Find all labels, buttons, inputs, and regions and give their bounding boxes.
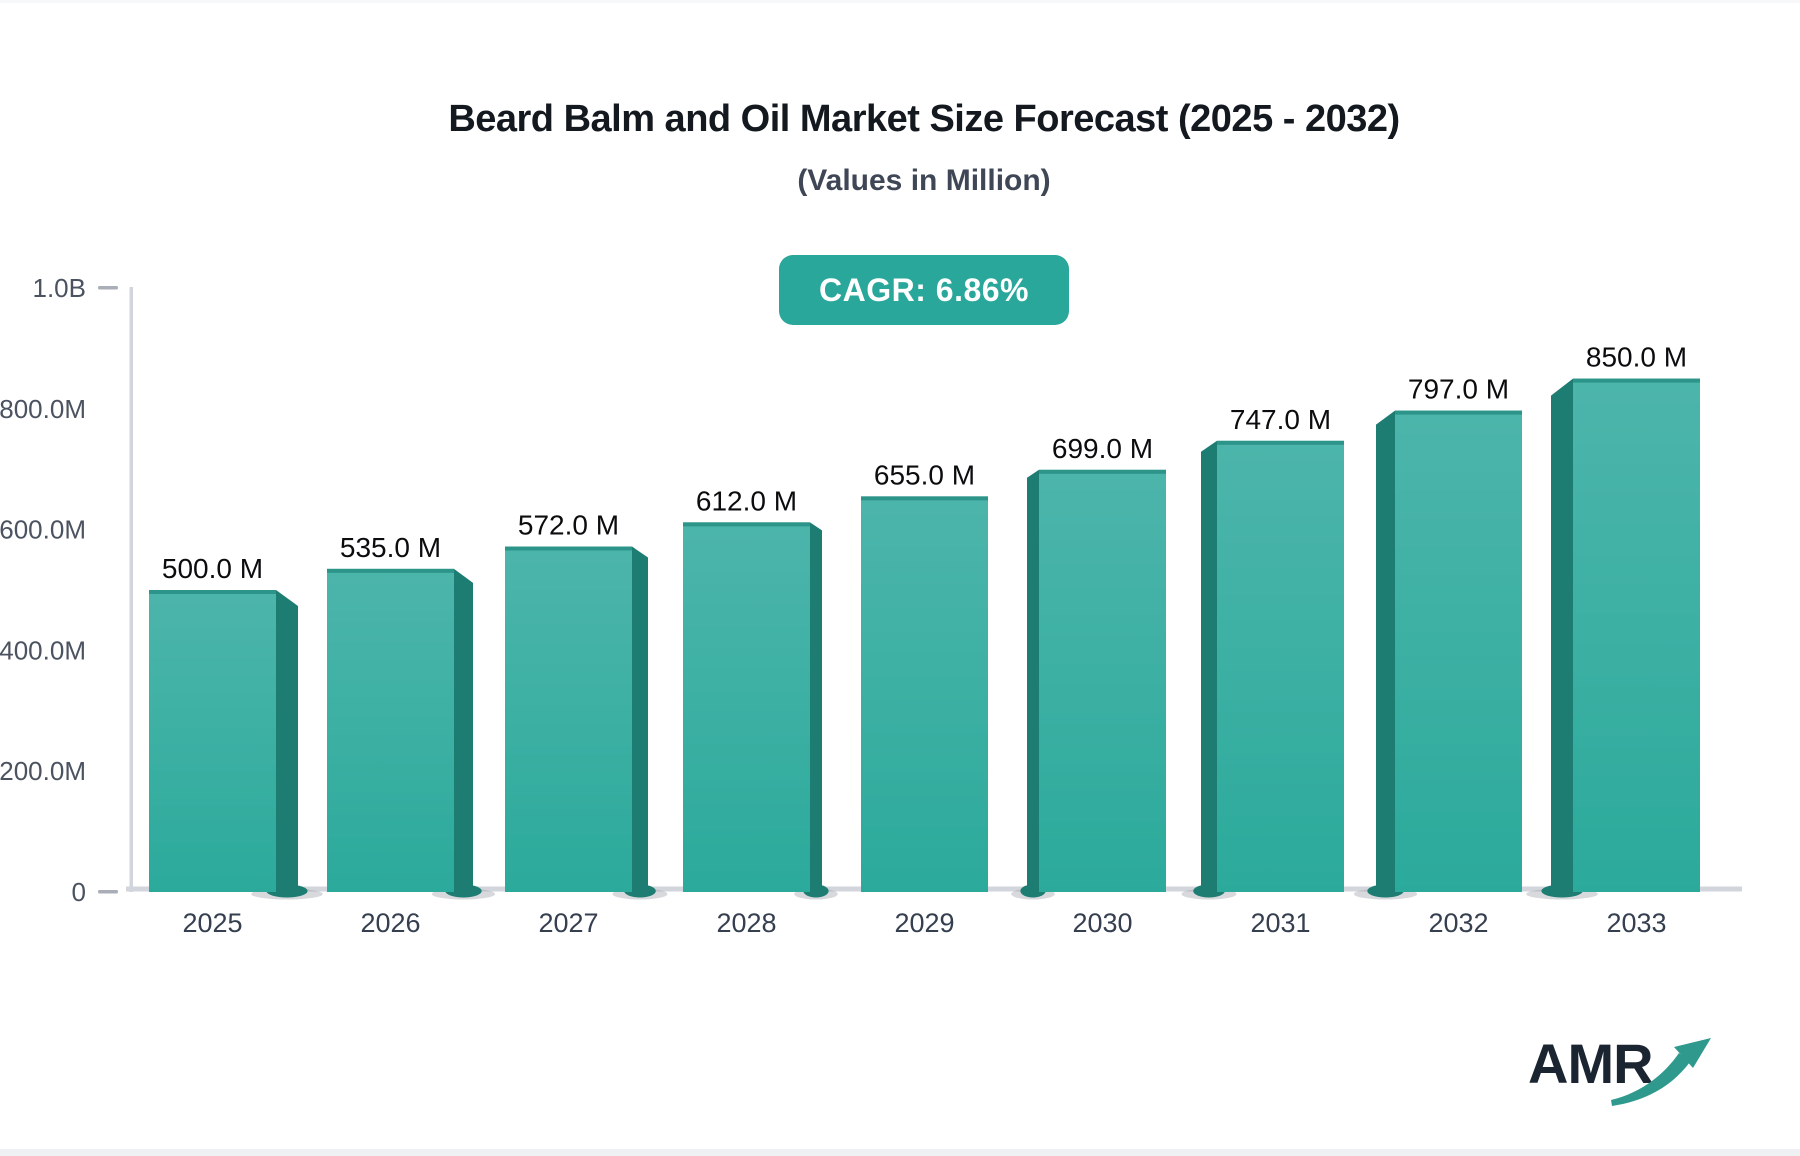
bar-top-edge bbox=[505, 546, 632, 551]
bar-side-face bbox=[1201, 440, 1217, 892]
bar-value-label: 612.0 M bbox=[696, 485, 797, 516]
bar-value-label: 797.0 M bbox=[1408, 374, 1509, 405]
x-tick-label: 2025 bbox=[182, 908, 242, 938]
bar-group: 500.0 M 2025 bbox=[149, 553, 323, 938]
amr-logo: AMR bbox=[1528, 1034, 1728, 1124]
bar-value-label: 500.0 M bbox=[162, 553, 263, 584]
bar-side-face bbox=[1027, 469, 1039, 892]
bar-top-edge bbox=[1573, 378, 1700, 383]
bar-value-label: 535.0 M bbox=[340, 532, 441, 563]
bar-face bbox=[683, 522, 810, 892]
bar-side-face bbox=[276, 590, 298, 892]
y-axis-line bbox=[129, 287, 133, 892]
y-tick-dash bbox=[98, 286, 118, 290]
y-tick-label: 200.0M bbox=[0, 756, 86, 786]
x-tick-label: 2032 bbox=[1428, 908, 1488, 938]
x-tick-label: 2033 bbox=[1606, 908, 1666, 938]
bar-group: 572.0 M 2027 bbox=[505, 510, 668, 938]
bar-group: 655.0 M 2029 bbox=[861, 459, 988, 938]
bar-top-edge bbox=[327, 568, 454, 573]
bar-face bbox=[1573, 378, 1700, 893]
bar-group: 699.0 M 2030 bbox=[1011, 433, 1166, 938]
bar-face bbox=[861, 496, 988, 892]
y-tick-dash bbox=[98, 890, 118, 894]
bar-top-edge bbox=[1395, 410, 1522, 415]
top-edge-strip bbox=[0, 0, 1800, 3]
x-tick-label: 2027 bbox=[538, 908, 598, 938]
chart-subtitle: (Values in Million) bbox=[797, 164, 1051, 197]
bar-face bbox=[1039, 469, 1166, 892]
bar-group: 797.0 M 2032 bbox=[1353, 374, 1522, 938]
y-tick-label: 0 bbox=[72, 877, 86, 907]
y-tick-label: 800.0M bbox=[0, 394, 86, 424]
cagr-badge: CAGR: 6.86% bbox=[779, 255, 1069, 325]
bar-top-edge bbox=[861, 496, 988, 501]
bar-side-face bbox=[1376, 410, 1395, 892]
x-tick-label: 2028 bbox=[716, 908, 776, 938]
x-tick-label: 2030 bbox=[1072, 908, 1132, 938]
chart-title: Beard Balm and Oil Market Size Forecast … bbox=[448, 98, 1400, 140]
x-tick-label: 2029 bbox=[894, 908, 954, 938]
cagr-badge-row: CAGR: 6.86% bbox=[48, 255, 1800, 325]
bar-side-face bbox=[454, 568, 473, 892]
logo-arrow-head bbox=[1674, 1038, 1711, 1068]
bar-face bbox=[149, 590, 276, 892]
bar-value-label: 572.0 M bbox=[518, 510, 619, 541]
bar-side-face bbox=[810, 522, 822, 892]
x-tick-label: 2026 bbox=[360, 908, 420, 938]
y-tick-label: 400.0M bbox=[0, 635, 86, 665]
bar-value-label: 655.0 M bbox=[874, 459, 975, 490]
bar-face bbox=[505, 546, 632, 892]
bar-group: 535.0 M 2026 bbox=[327, 532, 496, 938]
bar-top-edge bbox=[1039, 469, 1166, 474]
x-tick-label: 2031 bbox=[1250, 908, 1310, 938]
bar-group: 747.0 M 2031 bbox=[1181, 404, 1344, 938]
bar-value-label: 699.0 M bbox=[1052, 433, 1153, 464]
bar-top-edge bbox=[149, 590, 276, 594]
y-tick-label: 600.0M bbox=[0, 515, 86, 545]
bar-group: 612.0 M 2028 bbox=[683, 485, 838, 938]
bar-side-face bbox=[632, 546, 648, 892]
bottom-edge-strip bbox=[0, 1149, 1800, 1156]
amr-logo-text: AMR bbox=[1528, 1032, 1654, 1095]
bar-group: 850.0 M 2033 bbox=[1526, 342, 1700, 938]
y-tick-label: 1.0B bbox=[33, 273, 87, 303]
bar-top-edge bbox=[683, 522, 810, 527]
bar-face bbox=[1395, 410, 1522, 892]
bar-side-face bbox=[1551, 378, 1573, 893]
logo-arrow-swoosh bbox=[1611, 1053, 1690, 1106]
bar-top-edge bbox=[1217, 440, 1344, 445]
bar-face bbox=[1217, 440, 1344, 892]
bar-value-label: 747.0 M bbox=[1230, 404, 1331, 435]
bar-face bbox=[327, 568, 454, 892]
logo-arrow-icon bbox=[1611, 1038, 1711, 1106]
bar-value-label: 850.0 M bbox=[1586, 342, 1687, 373]
